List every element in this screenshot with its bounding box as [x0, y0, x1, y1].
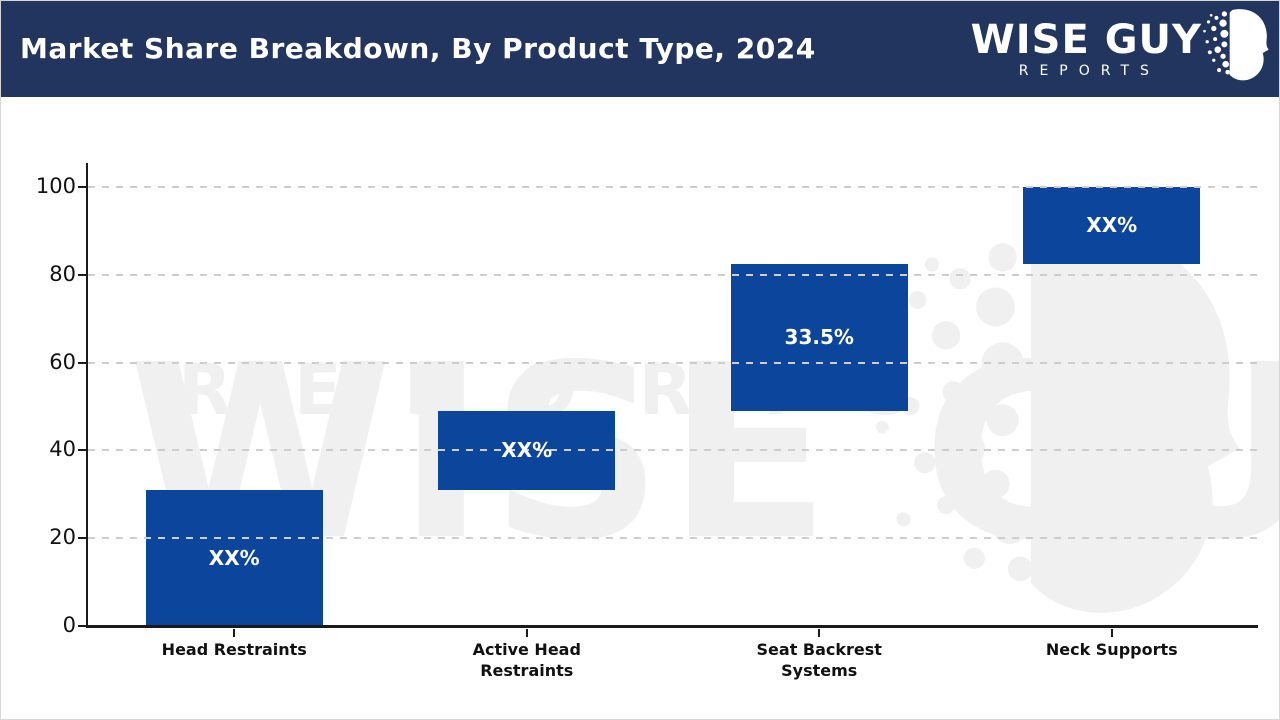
- bar-value-label-3: 33.5%: [784, 325, 854, 350]
- y-tick-mark-20: [78, 537, 87, 540]
- gridline-80: [88, 273, 1258, 276]
- y-tick-label-20: 20: [49, 525, 76, 550]
- x-tick-mark-4: [1110, 629, 1113, 637]
- logo-wordmark: WISE GUY: [970, 16, 1202, 63]
- y-tick-label-60: 60: [49, 349, 76, 374]
- bar-value-label-4: XX%: [1086, 213, 1138, 238]
- x-category-label-1: Head Restraints: [161, 640, 307, 659]
- bar-segment-1: [145, 489, 323, 626]
- gridline-20: [88, 537, 1258, 540]
- y-tick-mark-80: [78, 273, 87, 276]
- watermark-head-icon: [868, 231, 1240, 613]
- page-title: Market Share Breakdown, By Product Type,…: [20, 32, 816, 65]
- gridline-60: [88, 361, 1258, 364]
- y-tick-mark-60: [78, 361, 87, 364]
- x-category-label-2: Active Head Restraints: [472, 640, 581, 680]
- x-category-label-4: Neck Supports: [1045, 640, 1178, 659]
- bar-segment-3: [730, 263, 908, 411]
- y-tick-mark-0: [78, 625, 87, 627]
- x-tick-mark-2: [525, 629, 528, 637]
- y-tick-label-80: 80: [49, 261, 76, 286]
- y-tick-mark-100: [78, 186, 87, 188]
- header-bar: Market Share Breakdown, By Product Type,…: [0, 0, 1280, 97]
- x-category-label-3: Seat Backrest Systems: [756, 640, 882, 680]
- x-axis-line: [86, 625, 1258, 628]
- y-tick-label-0: 0: [62, 613, 76, 637]
- bar-segment-4: [1023, 187, 1201, 264]
- wise-guy-logo: WISE GUY REPORTS: [971, 4, 1272, 94]
- x-tick-mark-1: [233, 629, 236, 637]
- gridline-40: [88, 449, 1258, 452]
- bar-value-label-2: XX%: [501, 438, 553, 463]
- y-axis-line: [86, 163, 88, 627]
- logo-head-icon: [1203, 9, 1269, 81]
- y-tick-mark-40: [78, 449, 87, 452]
- y-tick-label-40: 40: [49, 437, 76, 462]
- logo-subtitle: REPORTS: [1018, 62, 1160, 79]
- x-tick-mark-3: [818, 629, 821, 637]
- logo-text: WISE GUY REPORTS: [971, 20, 1202, 79]
- bar-value-label-1: XX%: [208, 545, 260, 570]
- gridline-100: [88, 186, 1258, 188]
- y-tick-label-100: 100: [35, 174, 76, 198]
